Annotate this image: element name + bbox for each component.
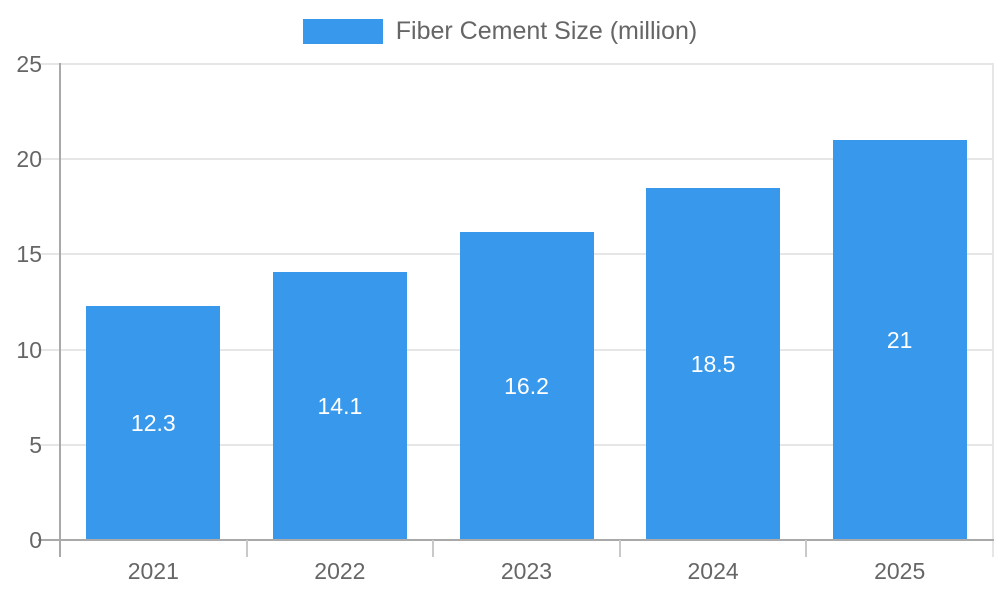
gridline [38,63,993,65]
x-tick-label: 2021 [127,558,179,584]
y-tick-label: 0 [29,527,42,553]
plot-right-border [992,63,994,557]
y-tick-label: 5 [29,431,42,458]
gridline [38,158,993,161]
bar-2024 [646,187,781,540]
bar-value-label: 18.5 [690,350,736,377]
x-axis-tick [432,540,435,557]
x-tick-label: 2024 [687,558,739,584]
bar-value-label: 16.2 [504,372,549,399]
chart-legend[interactable]: Fiber Cement Size (million) [0,19,1000,44]
x-axis-tick [618,540,621,557]
bar-2025 [832,140,967,540]
y-tick-label: 20 [16,146,42,173]
y-tick-label: 10 [16,336,42,363]
bar-2022 [272,271,407,540]
bar-2021 [86,305,221,540]
bar-2023 [459,231,594,540]
x-tick-label: 2023 [500,558,553,584]
bar-value-label: 12.3 [130,409,176,436]
bar-value-label: 21 [886,327,913,354]
y-axis-line [59,63,61,557]
y-tick-label: 15 [16,241,42,268]
legend-label: Fiber Cement Size (million) [395,17,698,45]
x-tick-label: 2022 [314,558,366,584]
x-axis-line [38,539,994,541]
legend-swatch-icon [302,19,383,44]
bar-value-label: 14.1 [317,392,363,419]
y-tick-label: 25 [16,51,42,77]
x-axis-tick [245,540,248,557]
x-tick-label: 2025 [874,558,926,584]
x-axis-tick [805,540,808,557]
